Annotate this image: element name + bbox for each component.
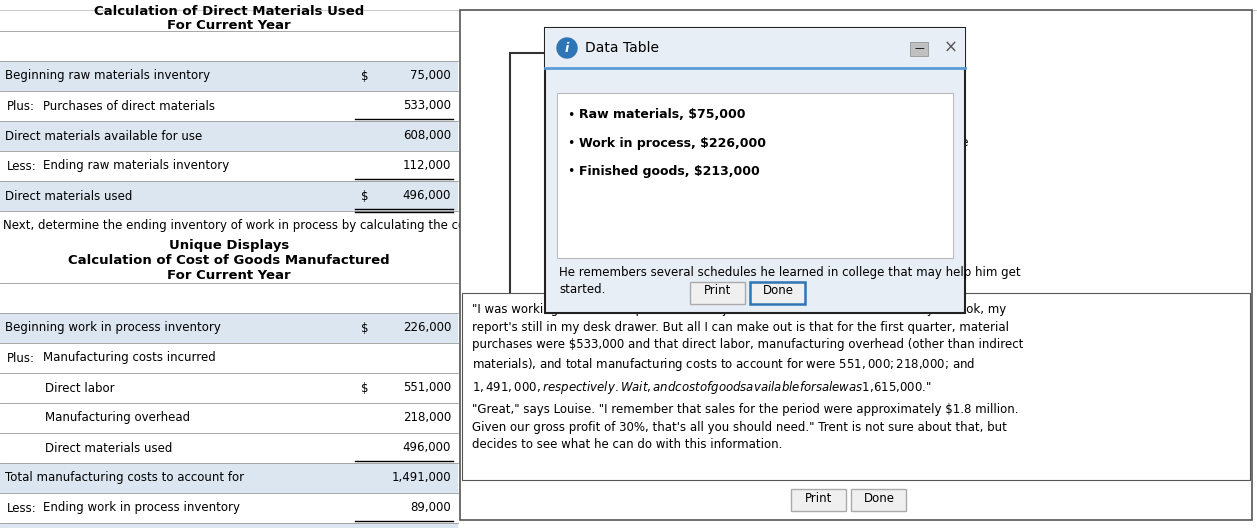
Bar — [546, 28, 965, 68]
Bar — [791, 489, 846, 511]
Text: Total manufacturing costs to account for: Total manufacturing costs to account for — [5, 472, 244, 485]
Bar — [557, 93, 953, 258]
Bar — [0, 343, 458, 373]
Text: Plus:: Plus: — [8, 99, 35, 112]
Text: 551,000: 551,000 — [403, 382, 451, 394]
Text: —: — — [914, 43, 924, 53]
Text: 226,000: 226,000 — [402, 322, 451, 335]
Bar — [690, 282, 745, 304]
Text: For Current Year: For Current Year — [167, 19, 290, 32]
Bar — [750, 282, 804, 304]
Text: 75,000: 75,000 — [410, 70, 451, 82]
Text: "Great," says Louise. "I remember that sales for the period were approximately $: "Great," says Louise. "I remember that s… — [471, 403, 1018, 451]
Text: Data Table: Data Table — [585, 41, 659, 55]
Text: 112,000: 112,000 — [402, 159, 451, 173]
Text: Unique Displays: Unique Displays — [168, 239, 289, 252]
Bar — [0, 433, 458, 463]
Bar — [510, 53, 940, 383]
Text: Manufacturing overhead: Manufacturing overhead — [45, 411, 190, 425]
Bar — [0, 463, 458, 493]
Text: $: $ — [361, 190, 368, 203]
Text: Calculation of Direct Materials Used: Calculation of Direct Materials Used — [94, 5, 365, 18]
Bar — [0, 523, 458, 528]
Text: Next, determine the ending inventory of work in process by calculating the cost : Next, determine the ending inventory of … — [3, 219, 602, 232]
Text: $: $ — [361, 322, 368, 335]
Bar — [0, 313, 458, 343]
Bar — [851, 489, 906, 511]
Text: $: $ — [361, 382, 368, 394]
Text: 496,000: 496,000 — [402, 441, 451, 455]
Text: Purchases of direct materials: Purchases of direct materials — [43, 99, 215, 112]
Bar — [460, 10, 1252, 520]
Text: Calculation of Cost of Goods Manufactured: Calculation of Cost of Goods Manufacture… — [68, 254, 390, 267]
Text: 89,000: 89,000 — [410, 502, 451, 514]
Text: $: $ — [361, 70, 368, 82]
Text: •: • — [567, 165, 574, 177]
Text: Manufacturing costs incurred: Manufacturing costs incurred — [43, 352, 216, 364]
Circle shape — [557, 38, 577, 58]
Text: i: i — [564, 42, 569, 54]
Text: Raw materials, $75,000: Raw materials, $75,000 — [579, 108, 745, 121]
Text: Done: Done — [763, 285, 793, 297]
Text: the: the — [950, 137, 969, 149]
Bar — [0, 61, 458, 91]
Text: 496,000: 496,000 — [402, 190, 451, 203]
Bar — [0, 493, 458, 523]
Text: Work in process, $226,000: Work in process, $226,000 — [579, 137, 766, 149]
Bar — [0, 373, 458, 403]
Text: ×: × — [924, 58, 936, 72]
Text: Ending raw materials inventory: Ending raw materials inventory — [43, 159, 229, 173]
Text: 533,000: 533,000 — [403, 99, 451, 112]
Text: Beginning raw materials inventory: Beginning raw materials inventory — [5, 70, 210, 82]
Text: For Current Year: For Current Year — [167, 269, 290, 282]
Text: Direct materials used: Direct materials used — [45, 441, 172, 455]
Bar — [463, 293, 1249, 480]
Text: Finished goods, $213,000: Finished goods, $213,000 — [579, 165, 759, 177]
Bar — [0, 403, 458, 433]
Bar — [910, 42, 928, 56]
Text: •: • — [567, 108, 574, 121]
Text: Print: Print — [704, 285, 732, 297]
Text: "I was working on the first-quarter results just before the storm hit," Trent sa: "I was working on the first-quarter resu… — [471, 303, 1023, 396]
Bar — [0, 121, 458, 151]
Text: •: • — [567, 137, 574, 149]
Text: Direct materials used: Direct materials used — [5, 190, 132, 203]
Text: Direct materials available for use: Direct materials available for use — [5, 129, 202, 143]
Text: Beginning work in process inventory: Beginning work in process inventory — [5, 322, 221, 335]
Text: 608,000: 608,000 — [403, 129, 451, 143]
Text: Plus:: Plus: — [8, 352, 35, 364]
Text: ×: × — [944, 39, 958, 57]
Text: 1,491,000: 1,491,000 — [391, 472, 451, 485]
Text: Less:: Less: — [8, 502, 36, 514]
Bar — [0, 91, 458, 121]
Text: Done: Done — [864, 492, 895, 504]
Text: Less:: Less: — [8, 159, 36, 173]
Bar — [546, 28, 965, 313]
Text: Direct labor: Direct labor — [45, 382, 114, 394]
Bar — [0, 181, 458, 211]
Bar — [0, 151, 458, 181]
Text: Print: Print — [806, 492, 832, 504]
Text: Ending work in process inventory: Ending work in process inventory — [43, 502, 240, 514]
Text: 218,000: 218,000 — [402, 411, 451, 425]
Text: He remembers several schedules he learned in college that may help him get
start: He remembers several schedules he learne… — [559, 266, 1021, 296]
